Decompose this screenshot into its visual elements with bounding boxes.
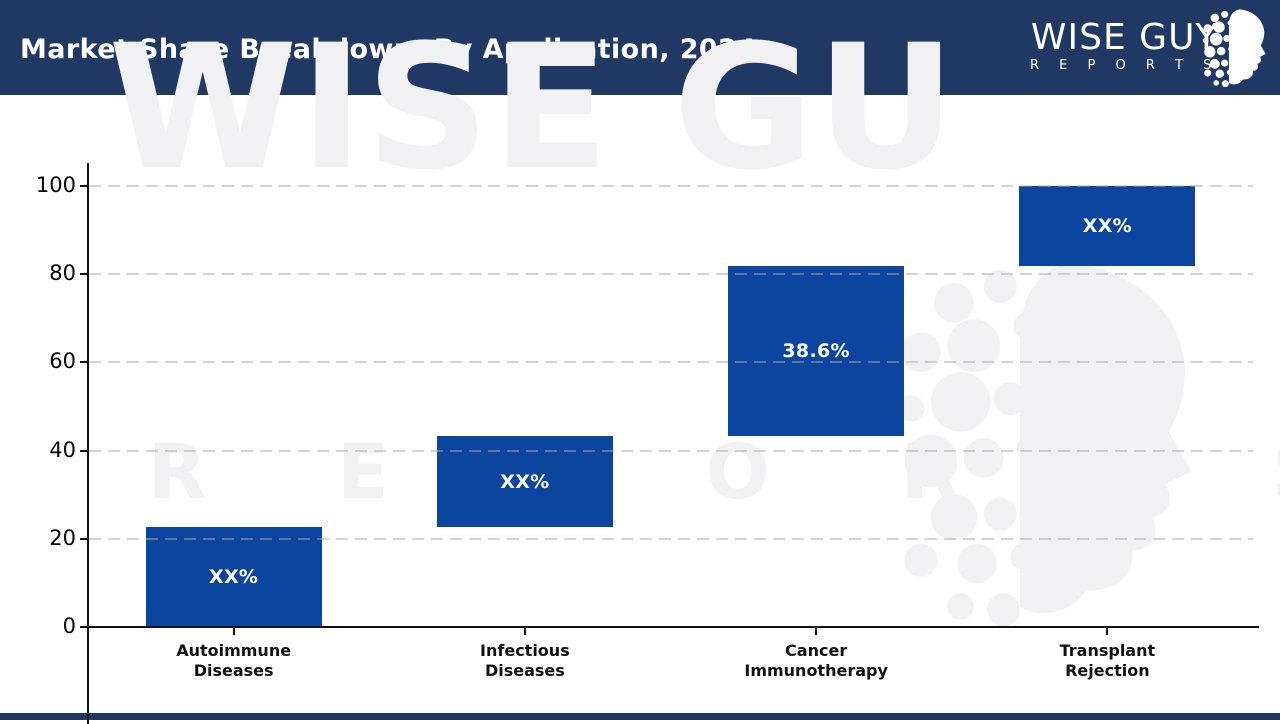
y-tick-label: 100: [35, 173, 76, 197]
footer-bar: [0, 713, 1280, 720]
x-axis-tick: [232, 628, 235, 635]
y-axis-tick: [80, 273, 88, 276]
bar-value-label: XX%: [500, 470, 550, 493]
grid-line: [89, 273, 1253, 276]
grid-line: [89, 185, 1253, 187]
grid-line: [89, 361, 1253, 364]
grid-line: [89, 537, 1253, 540]
head-profile-icon: [1202, 9, 1266, 88]
x-category-label: Autoimmune Diseases: [176, 641, 292, 681]
y-tick-label: 40: [49, 437, 76, 462]
x-axis-line: [87, 626, 1259, 628]
y-axis-tick: [80, 537, 88, 540]
bar: XX%: [436, 436, 613, 528]
bar: XX%: [145, 527, 322, 627]
logo-wordmark: WISE GUY: [1030, 17, 1219, 58]
y-tick-label: 60: [49, 349, 76, 374]
x-axis-tick: [1106, 628, 1109, 635]
logo-text: WISE GUY R E P O R T S: [1030, 17, 1220, 74]
y-tick-label: 0: [62, 614, 76, 638]
wise-guy-reports-logo: WISE GUY R E P O R T S: [1024, 6, 1274, 90]
y-tick-label: 80: [49, 261, 76, 286]
bar-value-label: 38.6%: [782, 340, 850, 363]
x-category-label: Transplant Rejection: [1059, 641, 1156, 681]
x-category-label: Infectious Diseases: [480, 641, 570, 681]
x-axis-tick: [523, 628, 526, 635]
y-axis-tick: [80, 449, 88, 452]
y-axis-tick: [80, 626, 88, 628]
page-title: Market Share Breakdown, By Application, …: [20, 34, 757, 65]
y-axis-tick: [80, 361, 88, 364]
watermark-wordmark: WISE GU: [108, 7, 958, 208]
bar-value-label: XX%: [1082, 215, 1132, 238]
bar-value-label: XX%: [209, 566, 259, 589]
grid-line: [89, 449, 1253, 452]
header-bar: Market Share Breakdown, By Application, …: [0, 0, 1280, 95]
logo-subtext: R E P O R T S: [1030, 58, 1220, 73]
bar: 38.6%: [728, 266, 905, 437]
watermark-head-profile-icon: [897, 263, 1192, 627]
y-tick-label: 20: [49, 525, 76, 550]
chart-canvas: WISE GU R E P O R T S 0 20 40 60 80 100 XX% Aut…: [0, 7, 1280, 724]
x-axis-tick: [815, 628, 818, 635]
x-category-label: Cancer Immunotherapy: [744, 641, 888, 681]
bar: XX%: [1019, 186, 1196, 267]
y-axis-tick: [80, 185, 88, 187]
y-axis-line: [87, 163, 89, 724]
